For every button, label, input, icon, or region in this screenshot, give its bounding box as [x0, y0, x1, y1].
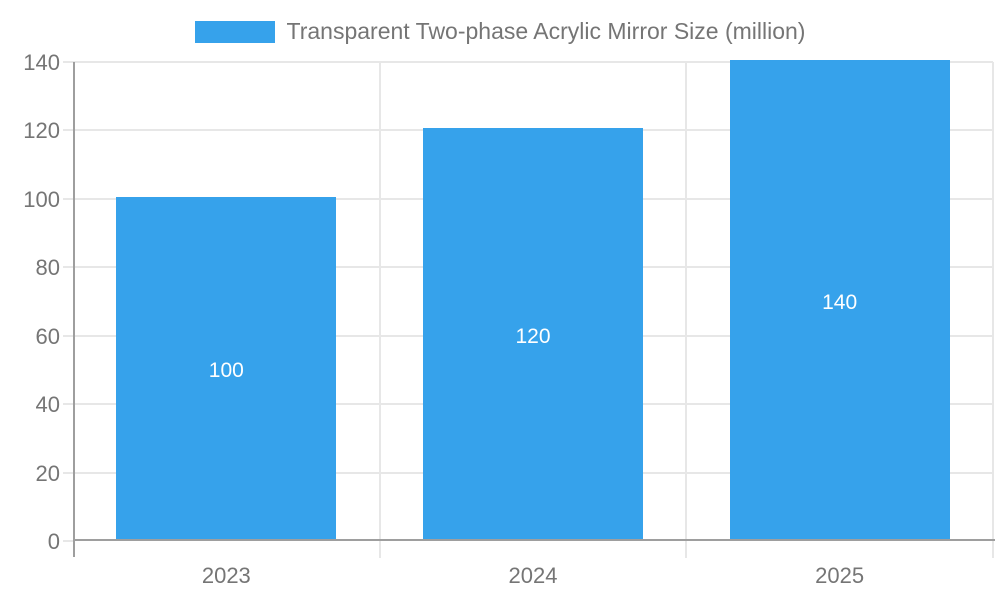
plot-area: 0 20 40 60 80 100 120 140 100 2023 120 2024 140 2025	[23, 50, 995, 588]
x-axis-tick-label: 2025	[815, 563, 865, 588]
y-axis-tick-label: 60	[35, 323, 60, 349]
x-axis-tick-label: 2024	[508, 563, 558, 588]
y-axis-tick	[63, 403, 73, 406]
gridline-vertical	[992, 62, 994, 558]
y-axis-tick-label: 0	[47, 529, 60, 554]
x-axis-tick-label: 2023	[201, 563, 251, 588]
gridline-vertical	[378, 62, 381, 558]
legend-swatch-icon	[194, 20, 275, 43]
y-axis-tick	[63, 197, 73, 200]
bar-2025[interactable]	[729, 60, 950, 539]
y-axis-tick-label: 120	[23, 118, 60, 144]
bar-value-label: 120	[515, 324, 551, 348]
legend-label: Transparent Two-phase Acrylic Mirror Siz…	[286, 18, 806, 44]
bar-value-label: 100	[208, 358, 244, 382]
bar-value-label: 140	[822, 290, 858, 314]
y-axis-tick	[63, 61, 73, 63]
y-axis-line	[73, 62, 75, 557]
y-axis-tick-label: 80	[35, 255, 60, 281]
bar-2023[interactable]	[116, 196, 337, 539]
gridline-vertical	[685, 62, 688, 558]
y-axis-tick	[63, 266, 73, 269]
y-axis-tick	[63, 129, 73, 132]
y-axis-tick	[63, 334, 73, 337]
y-axis-tick-label: 100	[23, 186, 60, 212]
y-axis-tick-label: 140	[23, 50, 60, 75]
gridline-horizontal	[73, 61, 993, 63]
bar-2024[interactable]	[423, 128, 643, 539]
legend[interactable]: Transparent Two-phase Acrylic Mirror Siz…	[0, 18, 1000, 45]
y-axis-tick	[63, 540, 73, 542]
y-axis-tick-label: 40	[35, 392, 60, 418]
y-axis-tick-label: 20	[35, 460, 60, 486]
y-axis-tick	[63, 471, 73, 474]
x-axis-line	[73, 539, 995, 541]
